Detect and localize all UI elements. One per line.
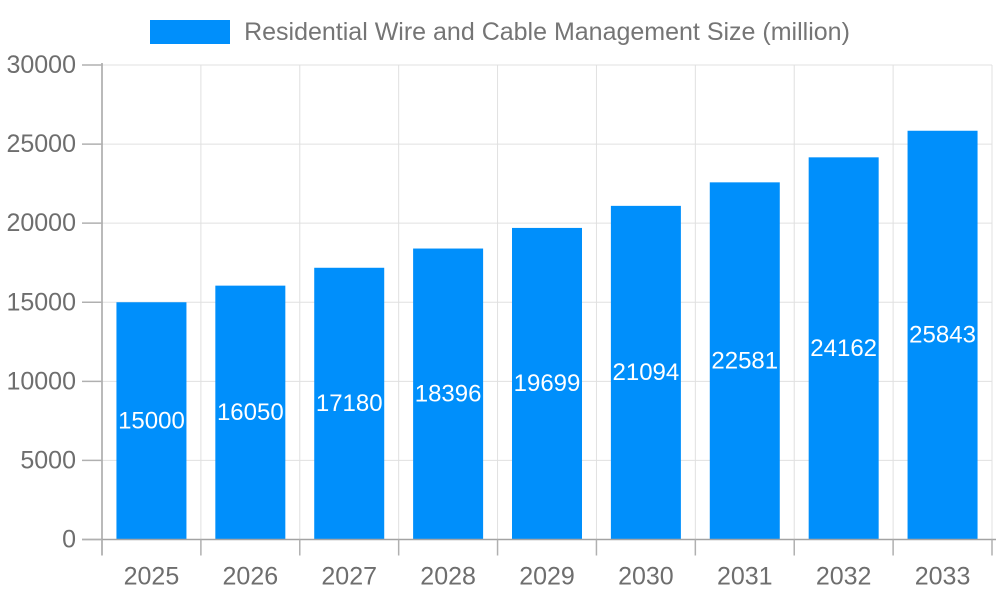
bar-value-label: 21094	[613, 359, 680, 386]
bar-value-label: 18396	[415, 381, 482, 408]
x-axis-tick-label: 2026	[223, 563, 279, 591]
y-axis-tick-label: 20000	[6, 209, 76, 237]
x-axis-tick-label: 2031	[717, 563, 773, 591]
x-axis-tick-label: 2029	[519, 563, 575, 591]
bar-value-label: 19699	[514, 370, 581, 397]
bar-value-label: 25843	[909, 322, 976, 349]
y-axis-tick-label: 0	[62, 526, 76, 554]
bar-value-label: 15000	[118, 407, 185, 434]
legend-swatch	[150, 20, 231, 44]
x-axis-tick-label: 2030	[618, 563, 674, 591]
y-axis-tick-label: 10000	[6, 367, 76, 395]
bar-value-label: 24162	[810, 335, 877, 362]
legend[interactable]: Residential Wire and Cable Management Si…	[0, 8, 1000, 56]
bar-value-label: 16050	[217, 399, 284, 426]
bar-2029[interactable]	[512, 227, 582, 540]
bar-2027[interactable]	[314, 267, 385, 540]
bar-2025[interactable]	[116, 302, 187, 540]
bar-2030[interactable]	[610, 205, 681, 540]
y-axis-tick-label: 15000	[6, 288, 76, 316]
bar-2026[interactable]	[215, 285, 286, 540]
bar-2033[interactable]	[907, 130, 978, 540]
y-axis-tick-label: 30000	[6, 51, 76, 79]
x-axis-tick-label: 2032	[816, 563, 872, 591]
x-axis-tick-label: 2033	[915, 563, 971, 591]
bar-value-label: 22581	[711, 347, 778, 374]
y-axis-tick-label: 25000	[6, 130, 76, 158]
y-axis-tick-label: 5000	[20, 446, 76, 474]
bar-2028[interactable]	[413, 248, 484, 540]
legend-label: Residential Wire and Cable Management Si…	[244, 17, 850, 46]
x-axis-tick-label: 2028	[420, 563, 476, 591]
bar-value-label: 17180	[316, 390, 383, 417]
x-axis-tick-label: 2025	[124, 563, 180, 591]
bar-2032[interactable]	[808, 157, 879, 540]
x-axis-tick-label: 2027	[321, 563, 377, 591]
bar-2031[interactable]	[709, 182, 780, 540]
